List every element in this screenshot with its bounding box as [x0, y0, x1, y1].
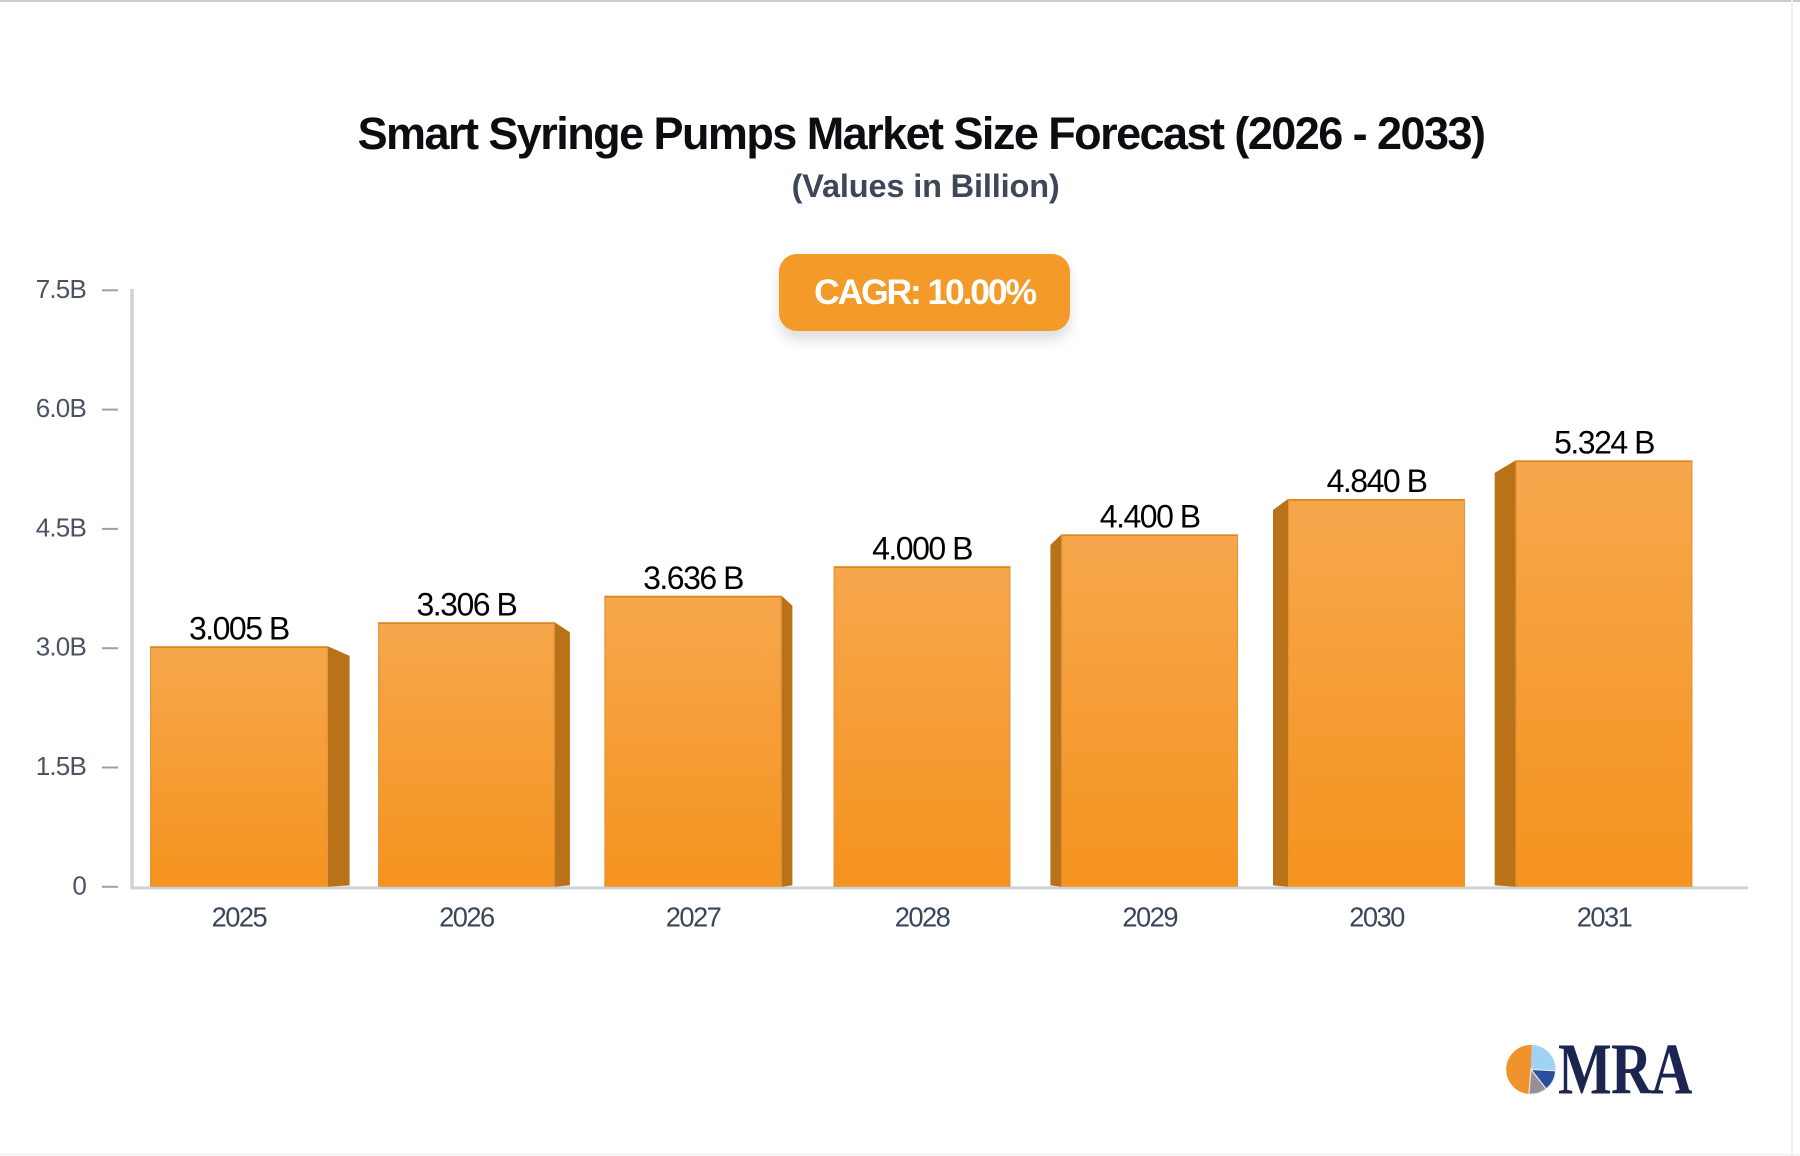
svg-text:2030: 2030	[1349, 902, 1405, 933]
svg-text:3.005 B: 3.005 B	[189, 610, 289, 646]
svg-text:MRA: MRA	[1558, 1030, 1692, 1110]
svg-text:7.5B: 7.5B	[36, 274, 86, 304]
svg-text:4.400 B: 4.400 B	[1100, 498, 1200, 534]
svg-text:4.000 B: 4.000 B	[872, 530, 972, 566]
svg-text:2031: 2031	[1577, 902, 1632, 933]
svg-text:2027: 2027	[666, 902, 721, 933]
svg-text:3.306 B: 3.306 B	[416, 586, 516, 622]
svg-text:2028: 2028	[895, 902, 950, 933]
svg-text:5.324 B: 5.324 B	[1554, 424, 1654, 460]
svg-text:2025: 2025	[212, 902, 268, 933]
svg-text:4.840 B: 4.840 B	[1327, 463, 1427, 499]
svg-text:0: 0	[72, 870, 86, 900]
svg-text:1.5B: 1.5B	[36, 751, 86, 781]
svg-text:3.636 B: 3.636 B	[643, 560, 743, 596]
svg-text:2029: 2029	[1122, 902, 1177, 933]
svg-text:6.0B: 6.0B	[36, 393, 86, 423]
svg-text:4.5B: 4.5B	[36, 512, 86, 542]
svg-text:2026: 2026	[439, 902, 494, 933]
svg-text:3.0B: 3.0B	[36, 632, 86, 662]
